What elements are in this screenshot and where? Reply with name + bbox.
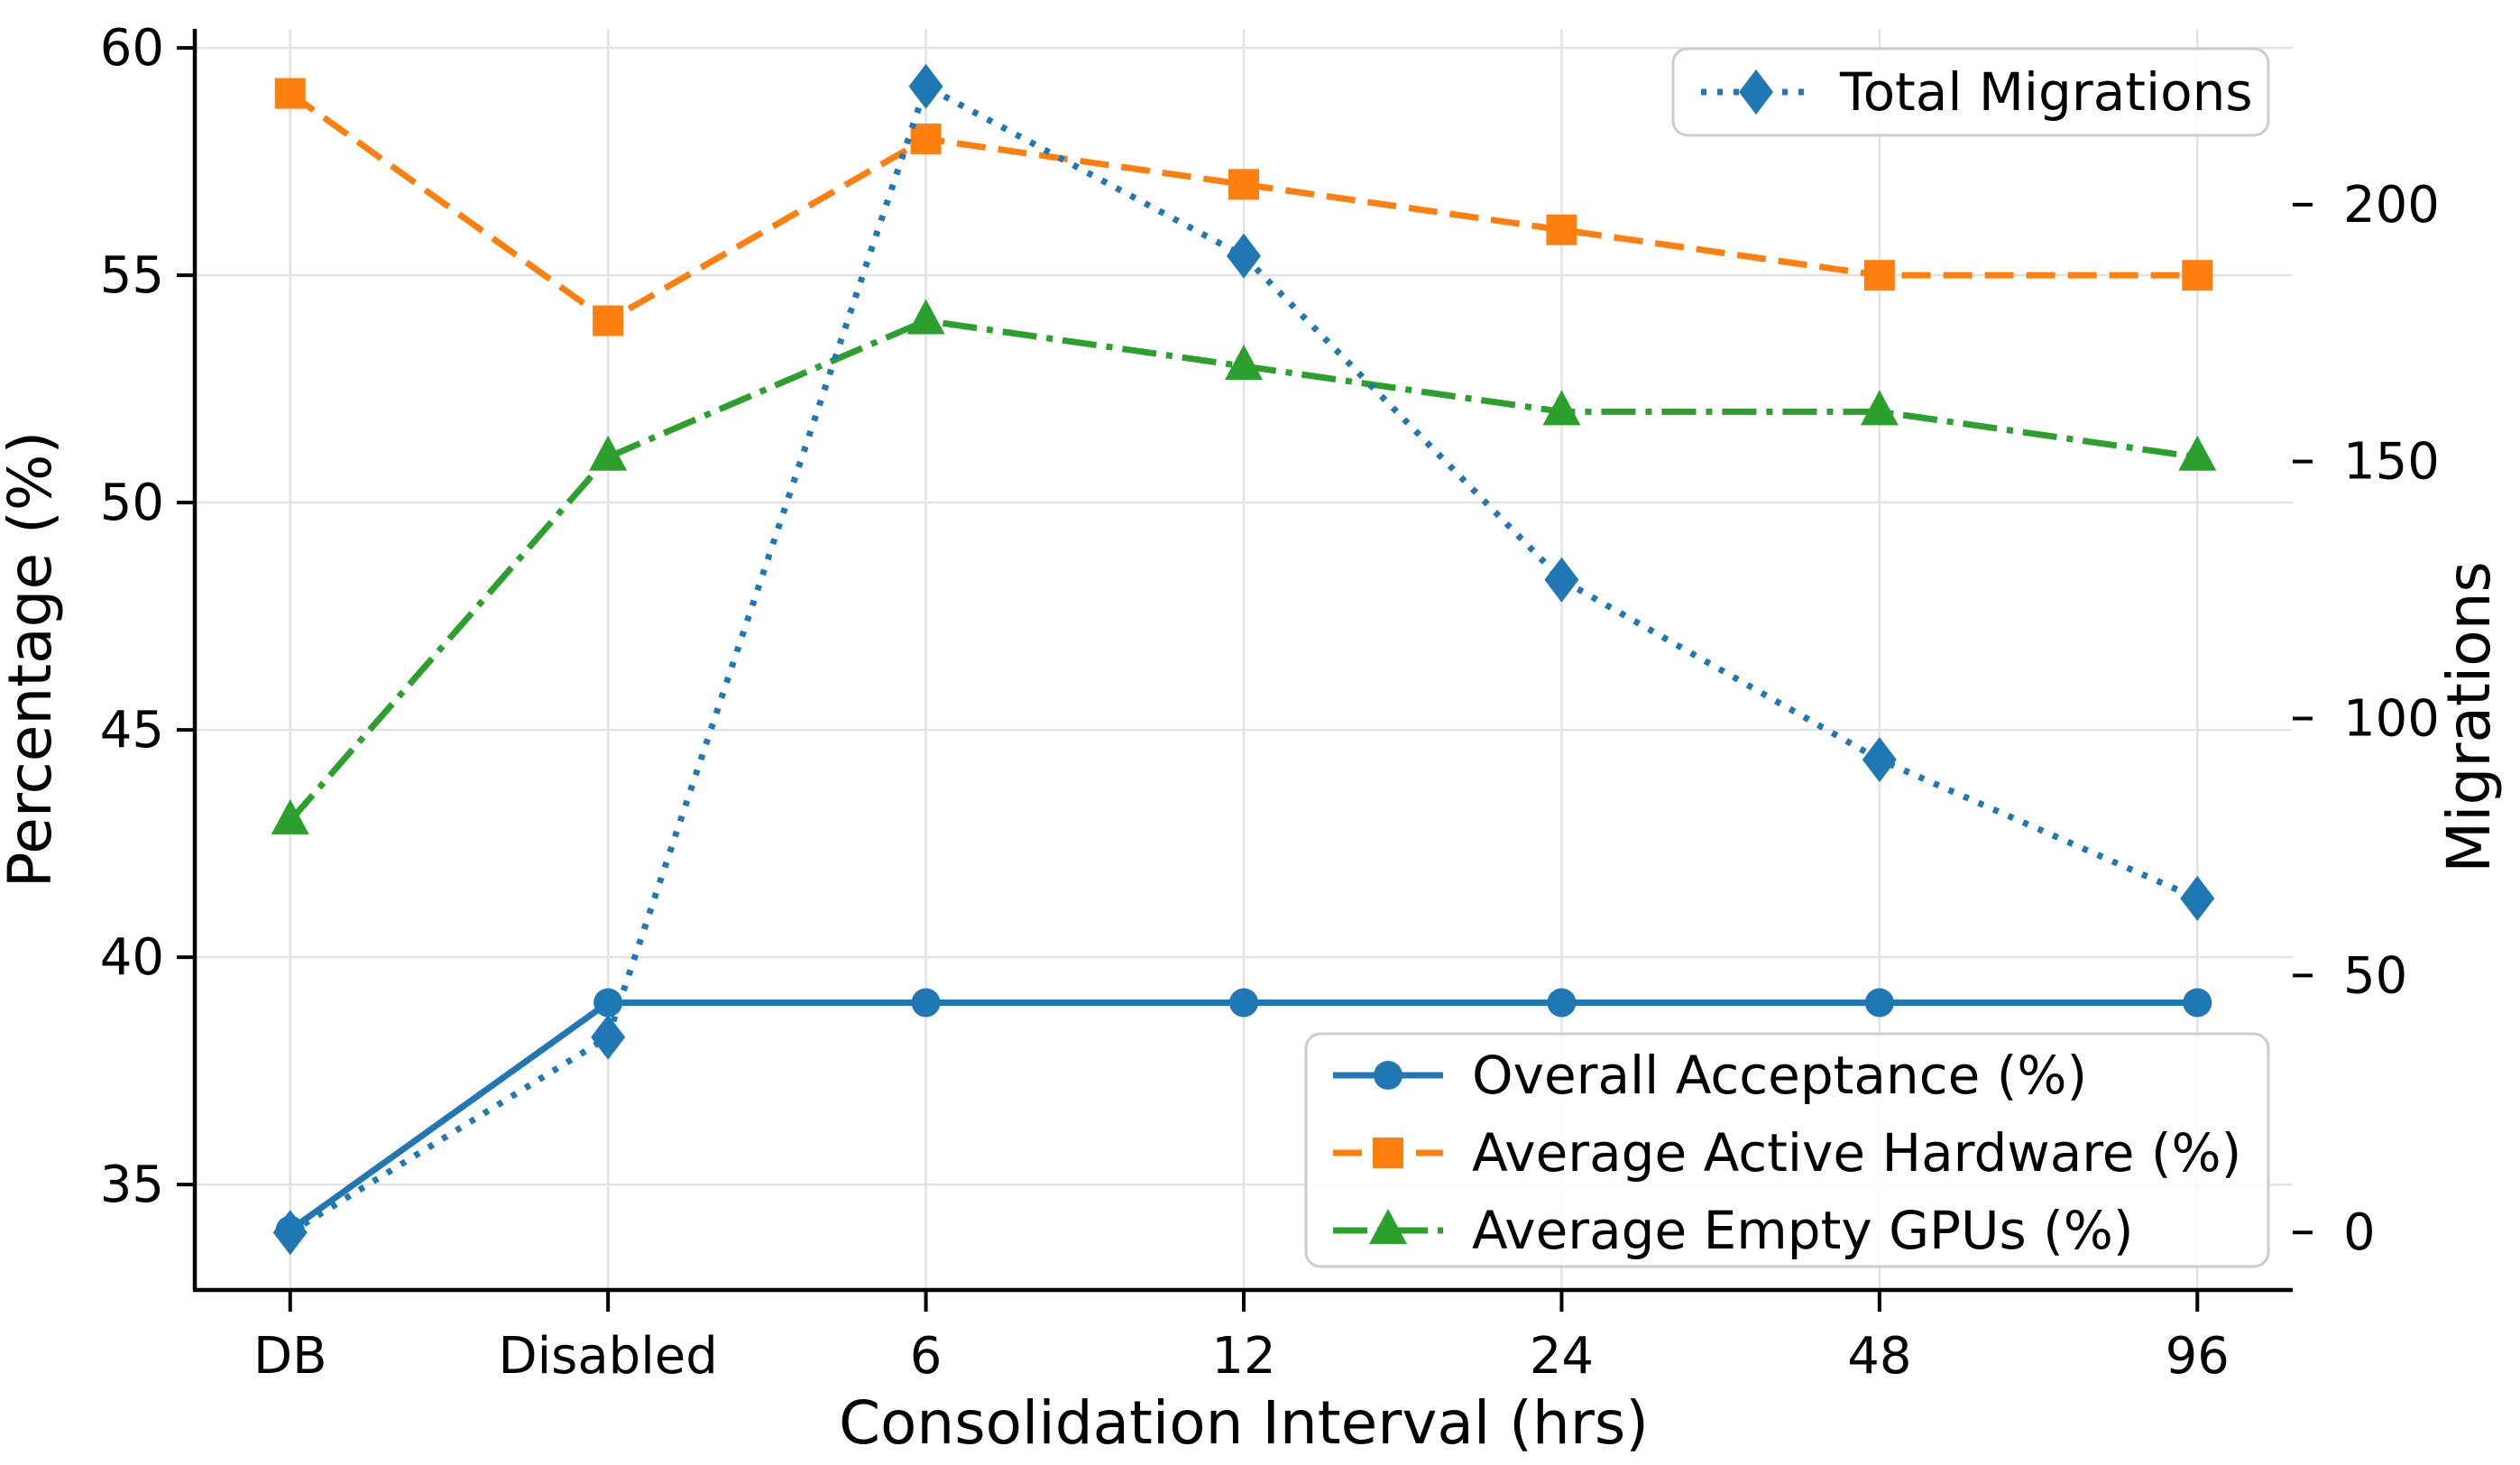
marker-point — [2182, 260, 2213, 291]
marker-point — [274, 78, 306, 109]
marker-point — [589, 435, 628, 471]
marker-point — [1739, 69, 1773, 115]
marker-point — [1862, 737, 1897, 783]
x-axis-label: Consolidation Interval (hrs) — [839, 1388, 1649, 1458]
legend-box — [1304, 1032, 2270, 1268]
marker-point — [1227, 233, 1261, 279]
marker-point — [1228, 169, 1259, 200]
marker-point — [1547, 988, 1577, 1018]
y-axis-label-left: Percentage (%) — [0, 431, 65, 888]
marker-point — [908, 63, 943, 109]
x-tick-label-24: 24 — [1530, 1327, 1594, 1386]
legend-label-average-active-hardware: Average Active Hardware (%) — [1472, 1122, 2241, 1184]
marker-point — [1373, 1138, 1403, 1168]
y-tick-label-left-35: 35 — [100, 1156, 164, 1214]
y-tick-label-right-50: 50 — [2343, 946, 2407, 1005]
legend-label-overall-acceptance: Overall Acceptance (%) — [1472, 1045, 2087, 1106]
y-tick-label-right-100: 100 — [2343, 690, 2440, 749]
marker-point — [1860, 390, 1899, 426]
marker-point — [2180, 875, 2215, 921]
series-total-migrations — [272, 63, 2215, 1256]
legend-label-average-empty-gpus: Average Empty GPUs (%) — [1472, 1200, 2133, 1261]
marker-point — [591, 1014, 626, 1060]
tick-labels: 35 40 45 50 55 60 0 50 100 150 200 DB Disabled 6 12 24 4… — [100, 19, 2440, 1386]
series-average-active-hardware — [274, 78, 2213, 336]
y-tick-label-right-150: 150 — [2343, 433, 2440, 492]
x-tick-label-6: 6 — [910, 1327, 943, 1386]
marker-point — [2183, 988, 2212, 1018]
y-tick-label-left-50: 50 — [100, 474, 164, 532]
series-overall-acceptance — [275, 988, 2212, 1245]
legend-main: Overall Acceptance (%) Average Active Har… — [1304, 1032, 2270, 1268]
marker-point — [1542, 390, 1581, 426]
y-tick-label-left-60: 60 — [100, 19, 164, 78]
marker-point — [1546, 214, 1577, 245]
legend-label-total-migrations: Total Migrations — [1839, 61, 2253, 123]
y-tick-label-left-55: 55 — [100, 246, 164, 305]
marker-point — [1369, 1209, 1407, 1244]
series-average-empty-gpus — [271, 299, 2217, 834]
marker-point — [593, 305, 624, 336]
legend-total-migrations: Total Migrations — [1671, 47, 2270, 137]
marker-point — [906, 299, 945, 335]
marker-point — [1225, 344, 1263, 380]
marker-point — [593, 988, 623, 1018]
marker-point — [272, 1210, 308, 1256]
legend-box — [1671, 47, 2270, 137]
marker-point — [1374, 1061, 1403, 1090]
marker-point — [271, 798, 309, 834]
marker-point — [1864, 988, 1894, 1018]
marker-point — [911, 988, 941, 1018]
marker-point — [910, 123, 942, 154]
y-axis-label-right: Migrations — [2434, 561, 2504, 873]
x-tick-label-48: 48 — [1847, 1327, 1911, 1386]
x-tick-label-Disabled: Disabled — [499, 1327, 718, 1386]
marker-point — [2178, 435, 2217, 471]
marker-point — [1229, 988, 1258, 1018]
y-tick-label-left-45: 45 — [100, 701, 164, 760]
y-tick-label-left-40: 40 — [100, 928, 164, 987]
x-tick-label-12: 12 — [1211, 1327, 1275, 1386]
x-tick-label-96: 96 — [2166, 1327, 2230, 1386]
x-tick-label-DB: DB — [253, 1327, 327, 1386]
marker-point — [1544, 557, 1579, 603]
axes — [177, 29, 2313, 1312]
marker-point — [1863, 260, 1895, 291]
series-lines — [271, 63, 2217, 1256]
y-tick-label-right-0: 0 — [2343, 1203, 2376, 1262]
y-tick-label-right-200: 200 — [2343, 176, 2440, 235]
